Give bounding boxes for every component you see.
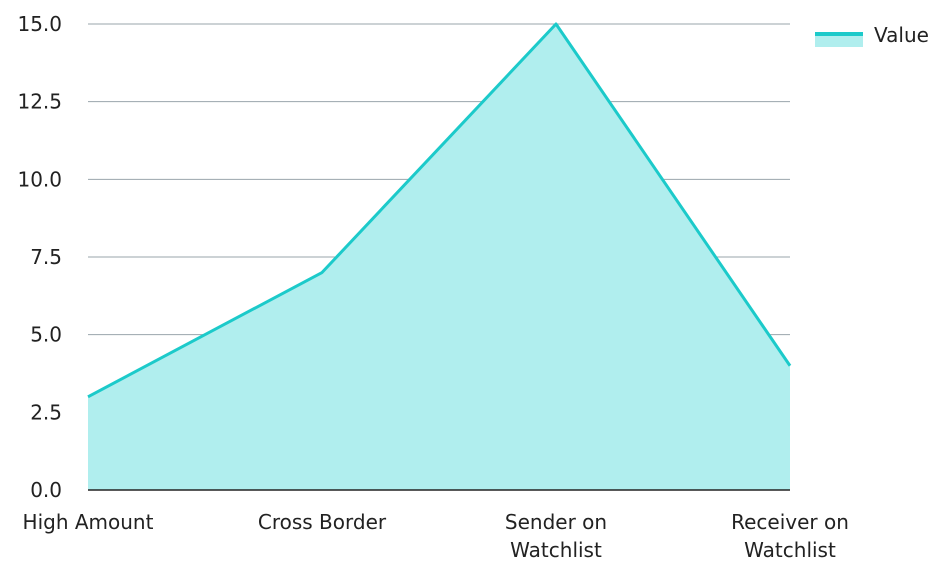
x-category-label: High Amount	[23, 510, 154, 534]
y-tick-label: 0.0	[30, 478, 62, 502]
x-category-label: Cross Border	[258, 510, 387, 534]
y-tick-label: 7.5	[30, 245, 62, 269]
legend-label: Value	[874, 23, 929, 47]
y-tick-label: 12.5	[17, 90, 62, 114]
y-tick-label: 5.0	[30, 323, 62, 347]
y-tick-label: 15.0	[17, 12, 62, 36]
y-tick-label: 2.5	[30, 400, 62, 424]
y-tick-label: 10.0	[17, 167, 62, 191]
y-tick-labels: 0.0 2.5 5.0 7.5 10.0 12.5 15.0	[17, 12, 62, 502]
legend: Value	[815, 23, 929, 47]
